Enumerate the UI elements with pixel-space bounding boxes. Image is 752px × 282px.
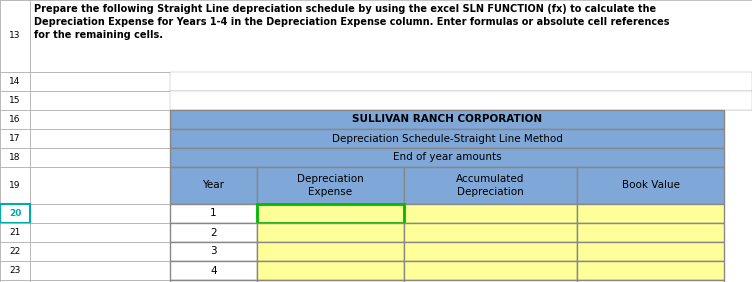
Bar xyxy=(0,129,30,148)
Bar xyxy=(0,148,30,167)
Bar xyxy=(170,91,752,110)
Bar xyxy=(30,91,170,110)
Text: 22: 22 xyxy=(9,247,20,256)
Bar xyxy=(170,148,724,167)
Bar xyxy=(170,261,257,280)
Bar xyxy=(30,129,170,148)
Bar xyxy=(724,72,752,91)
Text: Depreciation
Expense: Depreciation Expense xyxy=(297,174,364,197)
Text: 1: 1 xyxy=(211,208,217,219)
Bar xyxy=(257,242,404,261)
Bar xyxy=(577,223,724,242)
Bar xyxy=(257,204,404,223)
Bar xyxy=(0,223,30,242)
Text: 18: 18 xyxy=(9,153,21,162)
Bar xyxy=(30,280,170,282)
Bar xyxy=(170,129,724,148)
Bar xyxy=(0,223,30,242)
Bar xyxy=(0,167,30,204)
Bar xyxy=(170,204,257,223)
Bar xyxy=(0,0,30,72)
Bar xyxy=(404,261,577,280)
Bar xyxy=(30,242,170,261)
Bar xyxy=(170,167,257,204)
Bar xyxy=(257,204,404,223)
Bar xyxy=(30,204,170,223)
Bar xyxy=(0,261,30,280)
Bar xyxy=(577,242,724,261)
Bar xyxy=(30,0,170,72)
Text: 17: 17 xyxy=(9,134,21,143)
Bar xyxy=(577,167,724,204)
Text: 20: 20 xyxy=(9,209,21,218)
Bar xyxy=(724,91,752,110)
Bar xyxy=(0,242,30,261)
Bar xyxy=(170,242,257,261)
Text: Prepare the following Straight Line depreciation schedule by using the excel SLN: Prepare the following Straight Line depr… xyxy=(34,4,669,40)
Bar xyxy=(404,167,577,204)
Text: Depreciation Schedule-Straight Line Method: Depreciation Schedule-Straight Line Meth… xyxy=(332,133,562,144)
Text: 21: 21 xyxy=(9,228,21,237)
Bar xyxy=(0,280,30,282)
Bar xyxy=(30,148,170,167)
Bar xyxy=(0,148,30,167)
Bar xyxy=(0,110,30,129)
Bar xyxy=(0,72,30,91)
Bar xyxy=(404,204,577,223)
Bar xyxy=(577,280,724,282)
Bar xyxy=(0,129,30,148)
Bar xyxy=(0,204,30,223)
Bar xyxy=(30,0,752,72)
Bar xyxy=(0,167,30,204)
Bar xyxy=(404,280,577,282)
Text: 4: 4 xyxy=(211,265,217,276)
Text: Accumulated
Depreciation: Accumulated Depreciation xyxy=(456,174,525,197)
Text: 15: 15 xyxy=(9,96,21,105)
Bar xyxy=(0,242,30,261)
Bar xyxy=(0,261,30,280)
Bar xyxy=(30,223,170,242)
Text: 23: 23 xyxy=(9,266,21,275)
Bar xyxy=(0,110,30,129)
Bar xyxy=(257,223,404,242)
Bar xyxy=(170,223,257,242)
Bar xyxy=(577,204,724,223)
Bar xyxy=(30,167,170,204)
Bar xyxy=(0,72,30,91)
Bar xyxy=(170,72,752,91)
Text: Book Value: Book Value xyxy=(621,180,680,191)
Bar xyxy=(0,204,30,223)
Text: Year: Year xyxy=(202,180,225,191)
Bar xyxy=(257,167,404,204)
Bar xyxy=(257,280,404,282)
Text: 2: 2 xyxy=(211,228,217,237)
Bar xyxy=(0,91,30,110)
Bar xyxy=(30,110,170,129)
Text: End of year amounts: End of year amounts xyxy=(393,153,502,162)
Bar xyxy=(170,110,724,129)
Text: 16: 16 xyxy=(9,115,21,124)
Bar xyxy=(577,261,724,280)
Bar xyxy=(170,280,257,282)
Bar xyxy=(0,0,30,72)
Bar xyxy=(404,242,577,261)
Bar xyxy=(257,261,404,280)
Bar xyxy=(0,91,30,110)
Text: SULLIVAN RANCH CORPORATION: SULLIVAN RANCH CORPORATION xyxy=(352,114,542,124)
Bar xyxy=(30,261,170,280)
Bar xyxy=(404,223,577,242)
Text: 3: 3 xyxy=(211,246,217,257)
Bar xyxy=(30,72,170,91)
Text: 14: 14 xyxy=(9,77,21,86)
Bar xyxy=(0,280,30,282)
Text: 13: 13 xyxy=(9,32,21,41)
Text: 19: 19 xyxy=(9,181,21,190)
